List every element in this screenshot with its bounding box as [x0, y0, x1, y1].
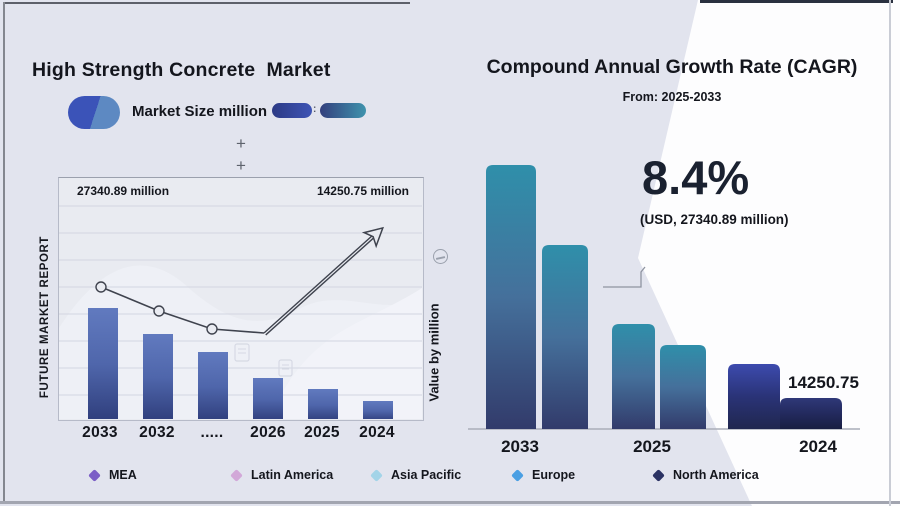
bar: [660, 345, 706, 429]
value-2024-label: 14250.75 million: [316, 184, 409, 198]
trend-line: [100, 286, 265, 334]
bar: [612, 324, 655, 429]
cagr-title: Compound Annual Growth Rate (CAGR): [486, 56, 858, 78]
x-axis-label: 2033: [82, 424, 118, 441]
legend-label: Asia Pacific: [391, 468, 462, 482]
trend-arrowhead: [361, 226, 384, 249]
frame-right: [889, 0, 891, 506]
bar: [198, 352, 228, 419]
diamond-icon: [88, 469, 101, 482]
market-size-legend-label: Market Size million: [132, 103, 268, 120]
plus-icon: +: [236, 156, 246, 175]
cagr-caption: (USD, 27340.89 million): [640, 212, 789, 227]
document-icon: [234, 343, 250, 362]
minus-circle-icon: [433, 249, 448, 264]
diamond-icon: [652, 469, 665, 482]
value-2033-label: 27340.89 million: [77, 184, 170, 198]
frame-top-left: [3, 2, 410, 4]
market-size-chart-panel: 27340.89 million 14250.75 million: [58, 177, 424, 421]
left-y-axis-label: FUTURE MARKET REPORT: [39, 235, 51, 399]
market-size-chart: [59, 205, 422, 419]
document-icon: [278, 359, 293, 377]
page-title: High Strength Concrete Market: [32, 59, 331, 81]
x-axis-label: 2026: [250, 424, 286, 441]
legend-label: Europe: [532, 468, 576, 482]
mini-pill-icon-right: [320, 103, 366, 118]
x-axis-label: 2032: [139, 424, 175, 441]
bar: [88, 308, 118, 419]
frame-top-right: [700, 0, 893, 3]
market-size-pill-icon: [68, 96, 120, 129]
bar: [363, 401, 393, 419]
trend-marker: [153, 305, 165, 317]
mini-pill-icon-left: [272, 103, 312, 118]
trend-marker: [206, 323, 218, 335]
sketch-bracket: [603, 266, 646, 288]
region-legend: MEA Latin America Asia Pacific Europe North …: [0, 464, 900, 492]
frame-bottom: [0, 501, 900, 504]
bar: [728, 364, 780, 429]
value-2024-label: 14250.75: [788, 373, 859, 392]
diamond-icon: [370, 469, 383, 482]
diamond-icon: [511, 469, 524, 482]
bar: [143, 334, 173, 419]
cagr-subtitle: From: 2025-2033: [622, 90, 722, 104]
pill-colon: :: [313, 104, 317, 115]
x-axis-label: 2033: [501, 437, 539, 456]
x-axis-label: .....: [200, 424, 224, 441]
plus-icon: +: [236, 134, 246, 153]
frame-left: [3, 2, 5, 503]
diamond-icon: [230, 469, 243, 482]
bar: [253, 378, 283, 419]
x-axis-label: 2024: [799, 437, 837, 456]
bar: [486, 165, 536, 429]
bar: [308, 389, 338, 419]
background-hill: [269, 288, 422, 419]
trend-marker: [95, 281, 107, 293]
trend-arrow: [265, 236, 376, 336]
x-axis-label: 2025: [304, 424, 340, 441]
cagr-chart: 2033 2025 2024 14250.75: [468, 165, 860, 456]
x-axis-label: 2025: [633, 437, 671, 456]
market-size-x-axis: 2033 2032..... 2026 2025 2024: [58, 424, 424, 446]
bar: [780, 398, 842, 429]
legend-label: Latin America: [251, 468, 334, 482]
x-axis-label: 2024: [359, 424, 395, 441]
cagr-value: 8.4%: [642, 151, 750, 204]
trend-arrow: [263, 234, 374, 334]
legend-label: MEA: [109, 468, 137, 482]
legend-label: North America: [673, 468, 759, 482]
right-y-axis-label: Value by million: [426, 303, 442, 402]
bar: [542, 245, 588, 429]
